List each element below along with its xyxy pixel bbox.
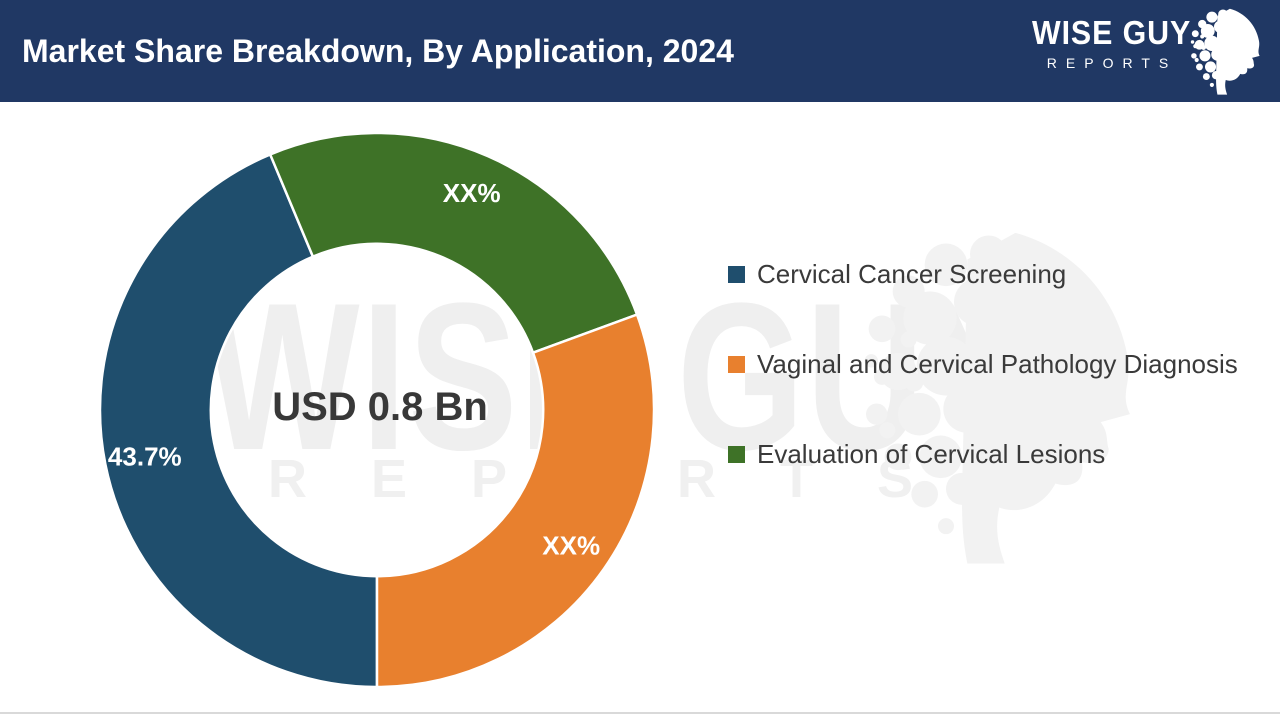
donut-center-value: USD 0.8 Bn bbox=[272, 385, 488, 429]
slice-label: XX% bbox=[443, 178, 501, 208]
legend-swatch bbox=[728, 355, 745, 373]
legend-item: Vaginal and Cervical Pathology Diagnosis bbox=[728, 346, 1238, 382]
bottom-divider bbox=[0, 712, 1280, 714]
donut-slice bbox=[268, 131, 639, 354]
legend-item: Evaluation of Cervical Lesions bbox=[728, 436, 1238, 472]
legend-label: Cervical Cancer Screening bbox=[757, 259, 1067, 289]
header: Market Share Breakdown, By Application, … bbox=[0, 0, 1280, 102]
legend-label: Vaginal and Cervical Pathology Diagnosis bbox=[757, 349, 1238, 379]
slice-label: XX% bbox=[542, 531, 600, 561]
legend-swatch bbox=[728, 265, 745, 283]
logo-line2: REPORTS bbox=[1046, 55, 1178, 71]
logo-wordmark: WISE GUY REPORTS bbox=[1032, 14, 1192, 71]
donut-chart: 43.7% XX% XX% bbox=[98, 131, 656, 689]
slice-label: 43.7% bbox=[108, 442, 182, 472]
legend-swatch bbox=[728, 445, 745, 463]
legend-item: Cervical Cancer Screening bbox=[728, 256, 1238, 292]
legend: Cervical Cancer Screening Vaginal and Cer… bbox=[728, 256, 1238, 526]
logo-face-icon bbox=[1190, 8, 1260, 95]
donut-slice bbox=[375, 313, 656, 689]
page-title: Market Share Breakdown, By Application, … bbox=[22, 33, 734, 69]
legend-label: Evaluation of Cervical Lesions bbox=[757, 439, 1106, 469]
logo-line1: WISE GUY bbox=[1032, 14, 1192, 51]
wise-guy-logo: WISE GUY REPORTS bbox=[1032, 0, 1272, 102]
donut-slice bbox=[98, 153, 379, 689]
